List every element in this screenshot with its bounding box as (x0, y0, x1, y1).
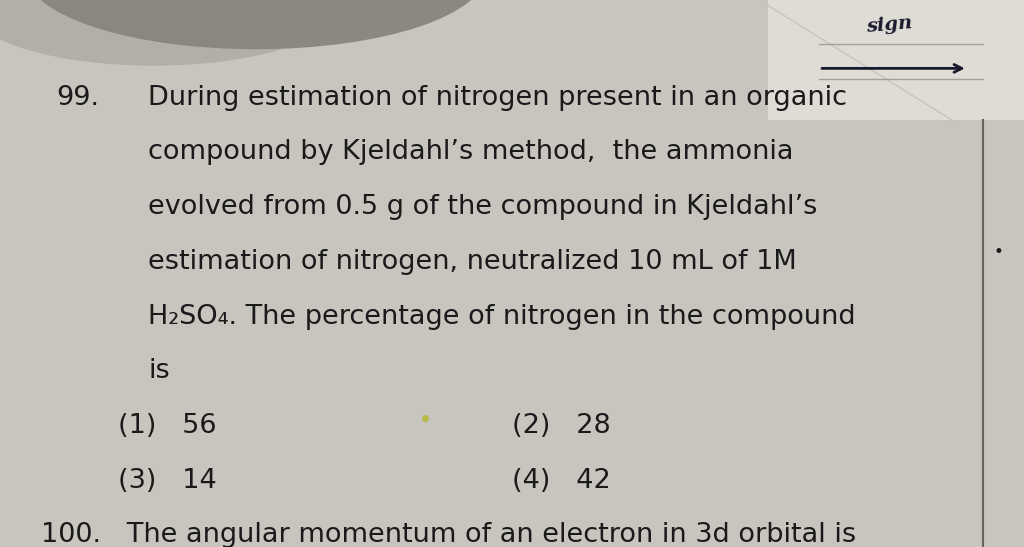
Text: (1)   56: (1) 56 (118, 413, 216, 439)
FancyBboxPatch shape (768, 0, 1024, 120)
Text: evolved from 0.5 g of the compound in Kjeldahl’s: evolved from 0.5 g of the compound in Kj… (148, 194, 818, 220)
Text: (3)   14: (3) 14 (118, 468, 216, 494)
Text: (4)   42: (4) 42 (512, 468, 610, 494)
Text: H₂SO₄. The percentage of nitrogen in the compound: H₂SO₄. The percentage of nitrogen in the… (148, 304, 856, 330)
Ellipse shape (26, 0, 486, 49)
Text: During estimation of nitrogen present in an organic: During estimation of nitrogen present in… (148, 85, 848, 111)
Ellipse shape (0, 0, 333, 66)
Text: 100.   The angular momentum of an electron in 3d orbital is: 100. The angular momentum of an electron… (41, 522, 856, 547)
Text: 99.: 99. (56, 85, 99, 111)
Text: estimation of nitrogen, neutralized 10 mL of 1M: estimation of nitrogen, neutralized 10 m… (148, 249, 798, 275)
Text: is: is (148, 358, 170, 385)
Text: •: • (993, 243, 1004, 260)
Text: (2)   28: (2) 28 (512, 413, 610, 439)
Text: compound by Kjeldahl’s method,  the ammonia: compound by Kjeldahl’s method, the ammon… (148, 139, 794, 166)
Text: sign: sign (865, 14, 912, 36)
